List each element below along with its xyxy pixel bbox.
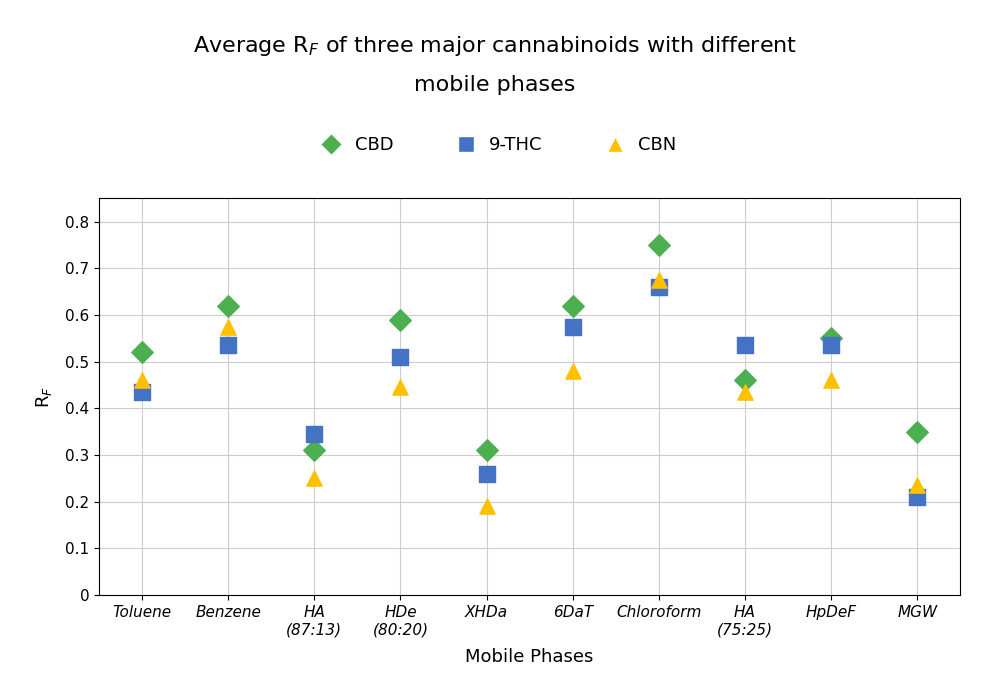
Text: mobile phases: mobile phases bbox=[414, 75, 576, 95]
Point bbox=[909, 426, 925, 437]
Point bbox=[392, 382, 408, 393]
Point bbox=[909, 480, 925, 491]
Point bbox=[909, 492, 925, 503]
Point bbox=[564, 300, 580, 311]
Point bbox=[479, 469, 495, 479]
Point bbox=[737, 386, 752, 397]
Point bbox=[651, 274, 667, 285]
Point bbox=[392, 352, 408, 363]
Point bbox=[479, 445, 495, 456]
Point bbox=[134, 386, 150, 397]
Point bbox=[134, 347, 150, 358]
Point bbox=[737, 375, 752, 386]
Point bbox=[824, 375, 840, 386]
Point bbox=[651, 282, 667, 293]
Legend: CBD, 9-THC, CBN: CBD, 9-THC, CBN bbox=[306, 129, 684, 161]
Point bbox=[134, 375, 150, 386]
Point bbox=[651, 239, 667, 250]
Point bbox=[479, 501, 495, 512]
Y-axis label: R$_F$: R$_F$ bbox=[34, 386, 53, 408]
Point bbox=[307, 473, 323, 484]
Point bbox=[307, 429, 323, 440]
Text: Average R$_F$ of three major cannabinoids with different: Average R$_F$ of three major cannabinoid… bbox=[193, 34, 797, 58]
Point bbox=[737, 340, 752, 351]
Point bbox=[564, 321, 580, 332]
Point bbox=[220, 300, 236, 311]
Point bbox=[220, 321, 236, 332]
Point bbox=[307, 445, 323, 456]
Point bbox=[392, 314, 408, 325]
Point bbox=[220, 340, 236, 351]
X-axis label: Mobile Phases: Mobile Phases bbox=[465, 648, 594, 666]
Point bbox=[824, 333, 840, 344]
Point bbox=[824, 340, 840, 351]
Point bbox=[564, 365, 580, 376]
